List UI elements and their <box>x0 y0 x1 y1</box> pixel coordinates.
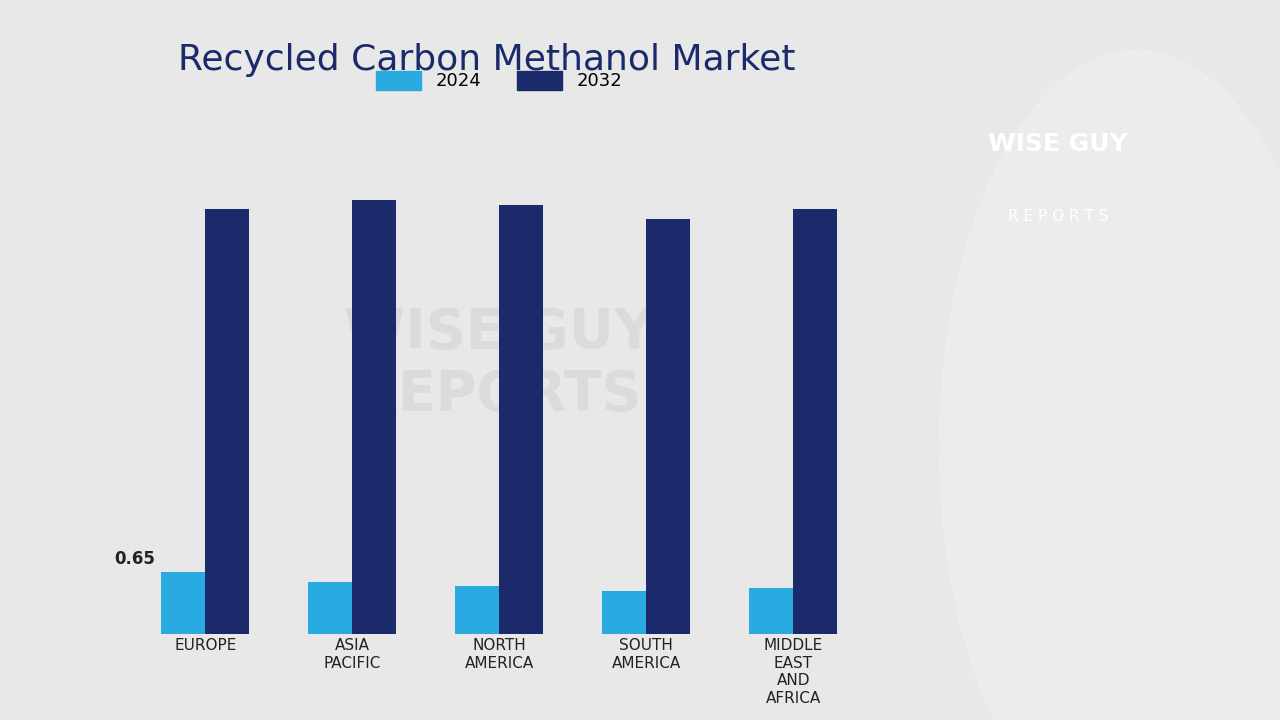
Legend: 2024, 2032: 2024, 2032 <box>367 62 631 99</box>
Bar <box>205 210 250 634</box>
Bar <box>602 591 646 634</box>
Bar <box>749 588 794 634</box>
Bar <box>161 572 205 634</box>
Bar <box>499 204 543 634</box>
Bar <box>308 582 352 634</box>
Text: WISE GUY
REPORTS: WISE GUY REPORTS <box>344 306 654 422</box>
Bar <box>646 219 690 634</box>
Bar <box>794 210 837 634</box>
Text: WISE GUY: WISE GUY <box>988 132 1128 156</box>
Bar <box>352 200 397 634</box>
Text: 0.65: 0.65 <box>114 549 155 567</box>
Text: Recycled Carbon Methanol Market: Recycled Carbon Methanol Market <box>178 43 795 77</box>
Bar <box>456 587 499 634</box>
Text: R E P O R T S: R E P O R T S <box>1007 209 1108 223</box>
Circle shape <box>940 50 1280 720</box>
